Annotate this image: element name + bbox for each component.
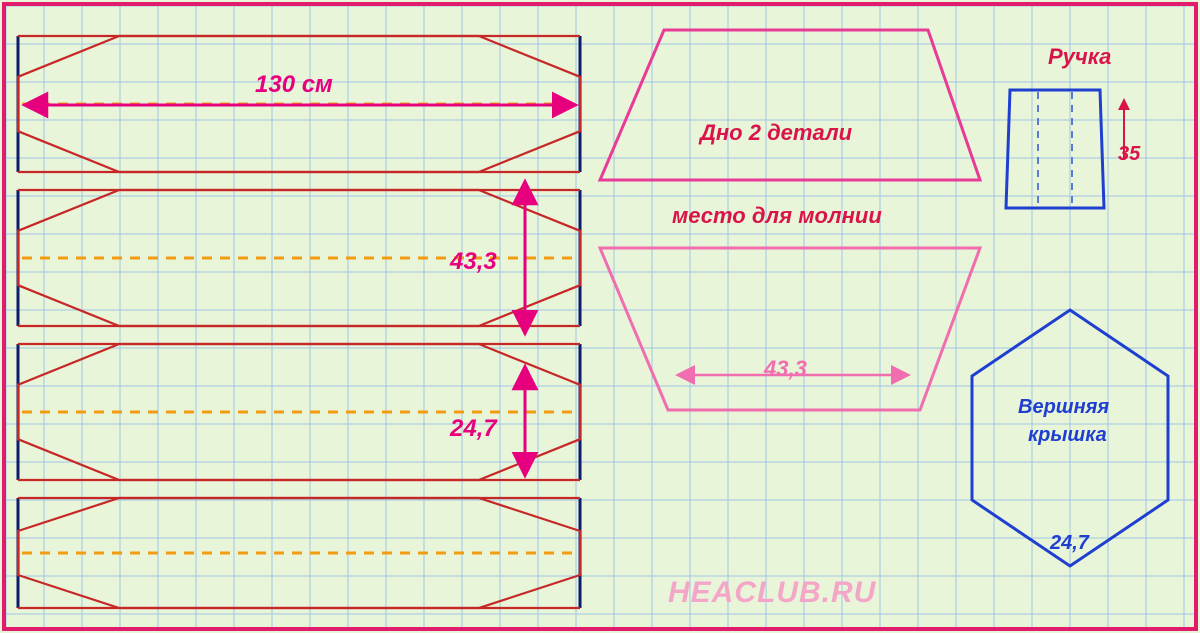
handle-piece [1006, 90, 1104, 208]
outer-border [4, 4, 1196, 629]
bottom-piece-label: Дно 2 детали [700, 120, 852, 146]
bottom-piece-bottom [600, 248, 980, 410]
hex-label-line1: Вершняя [1018, 396, 1109, 419]
width-dimension-label: 130 см [255, 71, 333, 99]
handle-dimension-label: 35 [1118, 143, 1140, 166]
hex-label-line2: крышка [1028, 424, 1107, 447]
zipper-label: место для молнии [672, 203, 882, 229]
hex-dimension-label: 24,7 [1050, 532, 1089, 555]
trap-width-label: 43,3 [764, 356, 807, 382]
height-dimension-24-label: 24,7 [450, 415, 497, 443]
handle-arrowhead-icon [1118, 98, 1130, 110]
height-dimension-43-label: 43,3 [450, 248, 497, 276]
watermark: HEACLUB.RU [668, 576, 876, 610]
handle-title: Ручка [1048, 44, 1111, 70]
shapes-layer [0, 0, 1200, 633]
bottom-piece-top [600, 30, 980, 180]
pattern-diagram: 130 см 43,3 24,7 Дно 2 детали место для … [0, 0, 1200, 633]
side-panels [18, 36, 580, 608]
